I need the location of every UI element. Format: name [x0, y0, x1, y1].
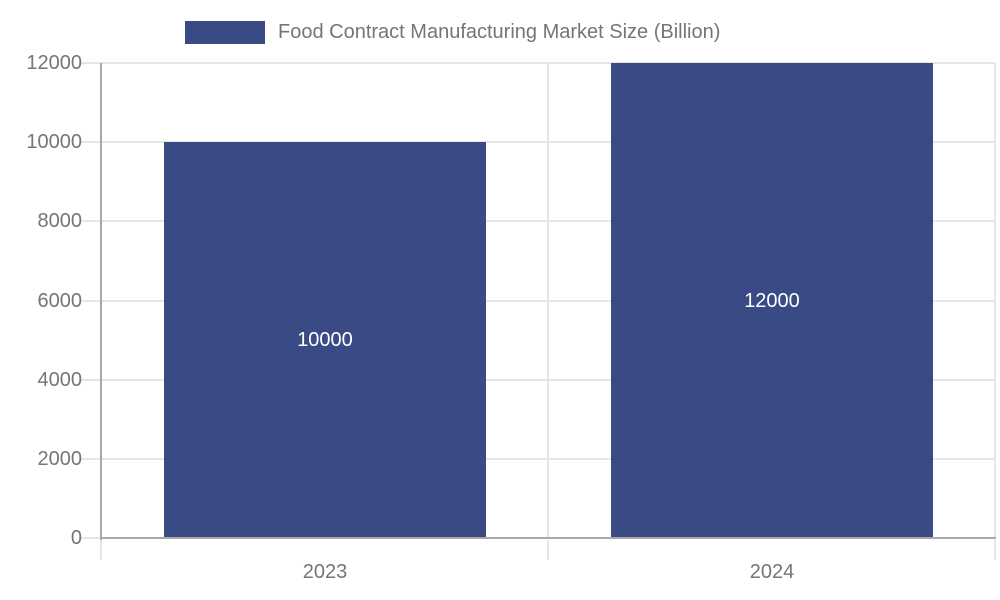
y-tick-mark [80, 62, 101, 64]
y-tick-mark [80, 537, 101, 539]
y-tick-mark [80, 141, 101, 144]
y-tick-label: 4000 [37, 368, 83, 391]
gridline-x [547, 63, 549, 538]
y-tick-mark [80, 299, 101, 302]
legend-label: Food Contract Manufacturing Market Size … [278, 21, 721, 43]
x-tick-mark [100, 540, 102, 560]
bar [164, 142, 486, 538]
y-axis-spine [100, 63, 102, 540]
x-tick-mark [994, 540, 996, 560]
x-axis-spine [100, 537, 996, 539]
gridline-x [994, 63, 996, 538]
y-tick-mark [80, 378, 101, 381]
bar-value-label: 12000 [744, 290, 800, 312]
y-tick-label: 6000 [37, 289, 83, 312]
bar [611, 63, 933, 538]
y-tick-mark [80, 457, 101, 460]
y-tick-label: 0 [70, 527, 82, 549]
y-tick-label: 2000 [37, 447, 83, 470]
legend-swatch [185, 21, 265, 44]
x-tick-label: 2023 [302, 561, 348, 583]
y-tick-label: 10000 [26, 131, 82, 154]
x-tick-mark [547, 540, 549, 560]
y-tick-label: 8000 [37, 210, 83, 233]
bar-value-label: 10000 [297, 329, 353, 351]
y-tick-label: 12000 [26, 52, 82, 74]
y-tick-mark [80, 220, 101, 223]
x-tick-label: 2024 [749, 561, 795, 583]
